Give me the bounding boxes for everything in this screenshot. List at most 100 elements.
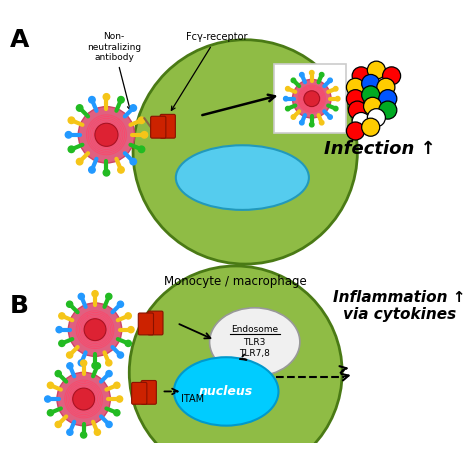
Circle shape [130,158,137,165]
Circle shape [300,120,304,125]
Circle shape [73,388,95,410]
Circle shape [67,363,73,369]
Circle shape [133,40,357,264]
Circle shape [118,167,124,173]
FancyBboxPatch shape [148,311,163,335]
Circle shape [45,396,51,402]
Circle shape [292,79,331,118]
Circle shape [81,360,87,366]
Circle shape [68,117,75,123]
Circle shape [291,78,296,83]
Circle shape [57,372,110,426]
Circle shape [128,326,134,333]
Circle shape [291,115,296,119]
Circle shape [328,115,332,119]
Circle shape [334,106,338,111]
Circle shape [114,410,120,416]
Text: Inflammation ↑
via cytokines: Inflammation ↑ via cytokines [333,290,465,322]
FancyBboxPatch shape [151,116,166,138]
Circle shape [66,352,73,358]
Ellipse shape [176,145,309,210]
Circle shape [310,123,314,127]
Circle shape [138,117,145,123]
Circle shape [362,86,380,104]
Circle shape [92,291,98,297]
FancyBboxPatch shape [160,114,175,138]
Text: Fcγ-receptor: Fcγ-receptor [172,32,247,110]
Circle shape [78,293,84,300]
Circle shape [68,146,75,153]
Circle shape [106,293,112,300]
Circle shape [114,382,120,388]
Circle shape [362,74,380,93]
Circle shape [364,97,382,115]
Circle shape [118,301,124,307]
Circle shape [117,396,123,402]
Circle shape [346,78,365,96]
Circle shape [141,132,147,138]
Circle shape [334,87,338,91]
Circle shape [89,167,95,173]
Circle shape [379,101,397,119]
Circle shape [78,360,84,366]
Circle shape [346,89,365,108]
Circle shape [84,319,106,340]
Circle shape [300,73,304,77]
Circle shape [129,266,342,454]
Circle shape [348,101,366,119]
Circle shape [383,67,401,85]
Circle shape [89,97,95,103]
Circle shape [95,123,118,146]
Circle shape [56,326,62,333]
Text: Non-
neutralizing
antibody: Non- neutralizing antibody [87,32,141,110]
Text: Endosome: Endosome [231,325,278,334]
Circle shape [367,109,385,127]
Circle shape [319,73,324,77]
Circle shape [328,78,332,83]
Circle shape [76,105,83,111]
Circle shape [310,70,314,75]
Circle shape [285,87,290,91]
Circle shape [125,340,131,346]
Circle shape [138,146,145,153]
Text: TLR3: TLR3 [244,338,266,347]
Circle shape [103,94,109,100]
FancyBboxPatch shape [141,380,156,404]
Circle shape [346,122,365,140]
Text: ITAM: ITAM [181,394,204,404]
Circle shape [76,158,83,165]
Circle shape [59,313,65,319]
FancyBboxPatch shape [132,382,147,404]
Circle shape [92,362,98,369]
Circle shape [379,89,397,108]
Circle shape [78,107,135,163]
Text: Infection ↑: Infection ↑ [324,140,436,158]
Circle shape [66,301,73,307]
Text: nucleus: nucleus [199,385,253,398]
Circle shape [283,96,288,101]
Circle shape [285,106,290,111]
Circle shape [81,432,87,438]
Circle shape [106,421,112,428]
Circle shape [352,67,370,85]
Text: B: B [9,295,28,319]
Circle shape [55,370,61,377]
Text: Monocyte / macrophage: Monocyte / macrophage [164,276,307,288]
Circle shape [304,91,319,107]
Circle shape [118,352,124,358]
FancyBboxPatch shape [138,313,154,335]
Ellipse shape [210,308,300,376]
Circle shape [118,97,124,103]
Circle shape [65,132,72,138]
Circle shape [377,78,395,96]
Ellipse shape [174,357,279,426]
Circle shape [68,303,122,356]
Circle shape [47,382,54,388]
Circle shape [67,429,73,435]
Circle shape [106,360,112,366]
Circle shape [106,370,112,377]
Circle shape [362,118,380,136]
Circle shape [352,113,370,131]
Circle shape [55,421,61,428]
Circle shape [319,120,324,125]
